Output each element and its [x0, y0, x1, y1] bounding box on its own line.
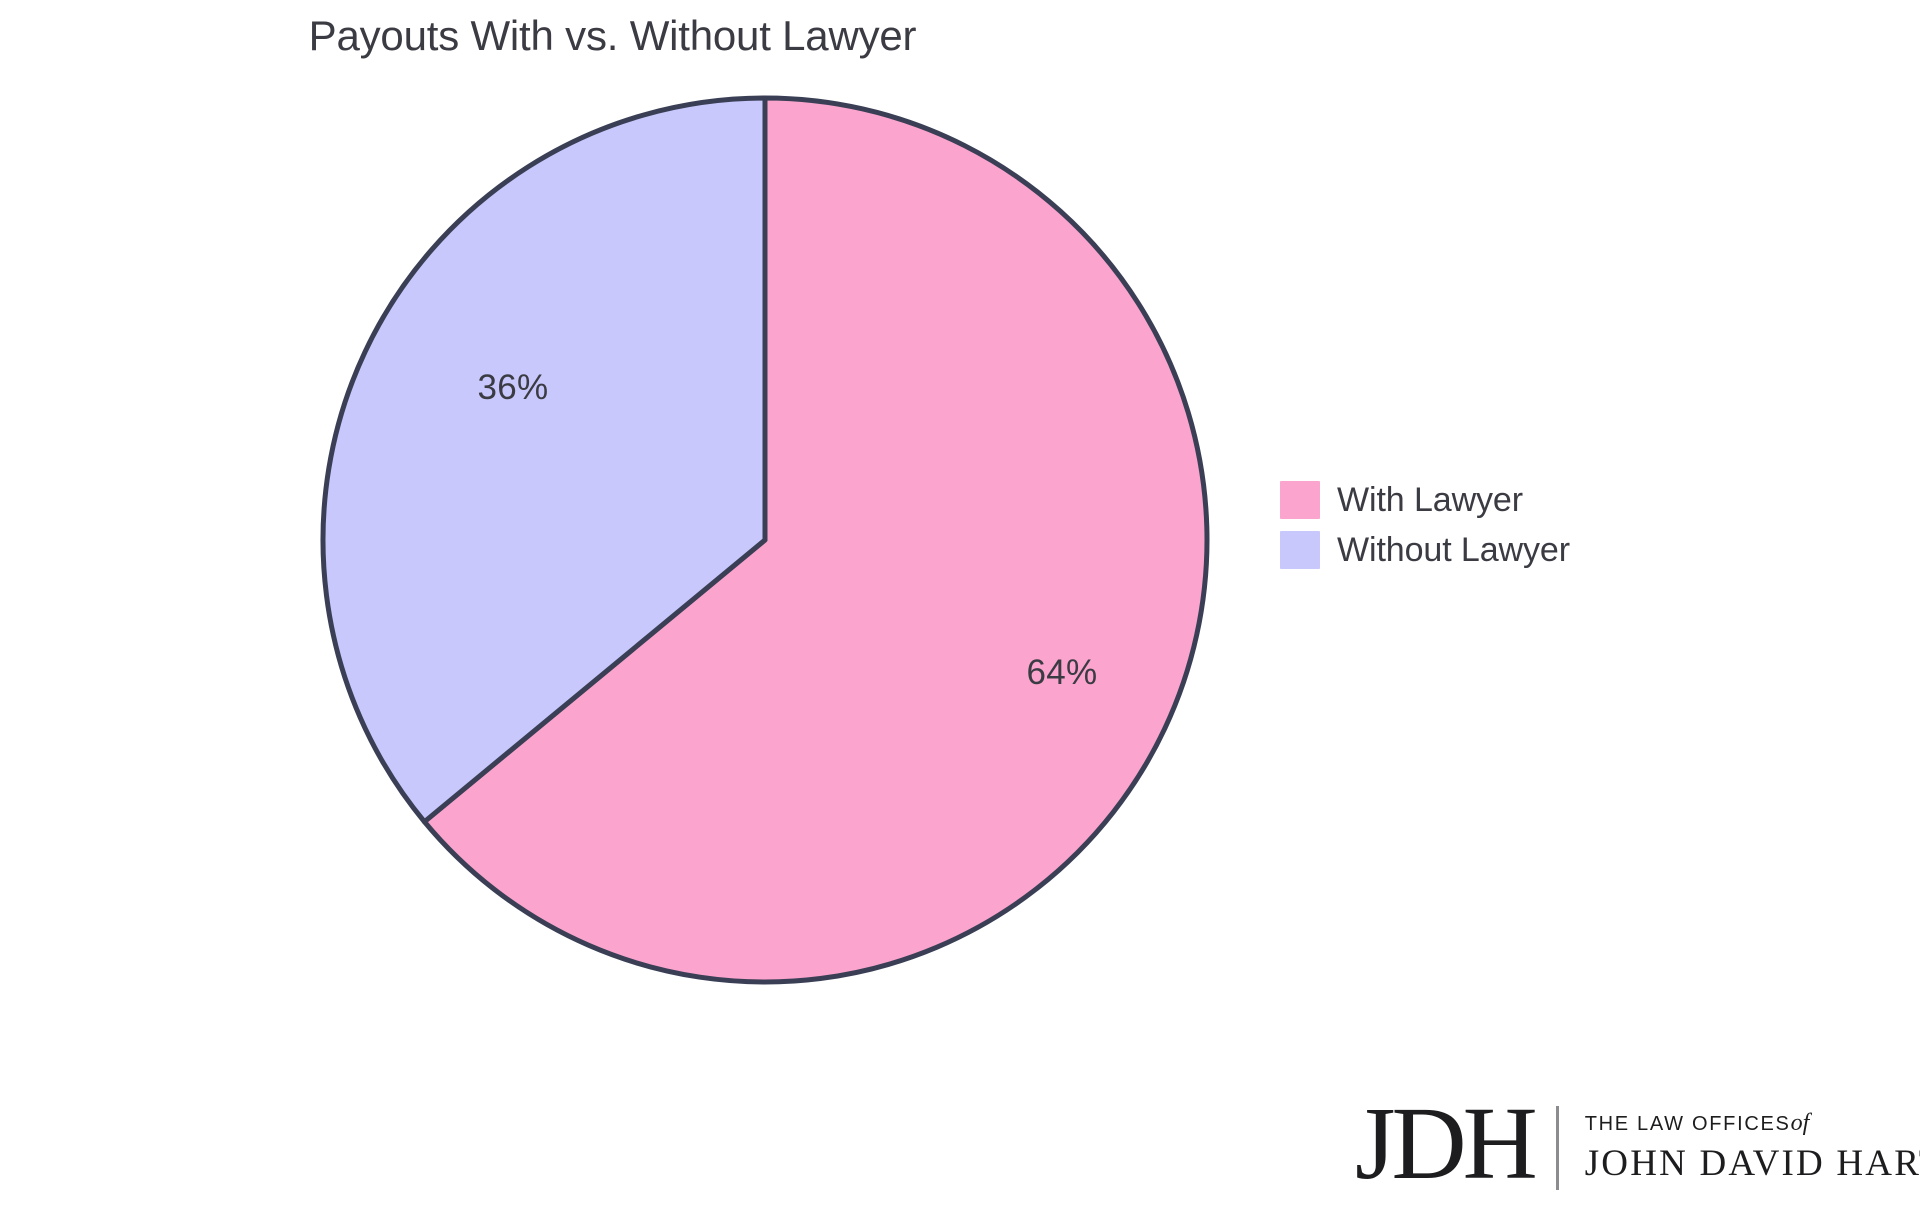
pie-label-without-lawyer: 36% [477, 368, 549, 407]
pie-chart: 36% 64% [320, 95, 1210, 985]
legend-swatch-without-lawyer [1280, 531, 1320, 569]
logo-monogram: JDH [1355, 1085, 1538, 1201]
chart-title: Payouts With vs. Without Lawyer [308, 12, 917, 59]
pie-label-with-lawyer: 64% [1026, 653, 1098, 692]
logo-tagline: THE LAW OFFICESof [1585, 1110, 1920, 1137]
legend-swatch-with-lawyer [1280, 481, 1320, 519]
legend-label-without-lawyer: Without Lawyer [1337, 530, 1570, 569]
legend-item-with-lawyer[interactable]: With Lawyer [1280, 481, 1570, 519]
legend: With Lawyer Without Lawyer [1280, 481, 1570, 569]
logo-tagline-of: of [1790, 1110, 1810, 1136]
legend-item-without-lawyer[interactable]: Without Lawyer [1280, 531, 1570, 569]
legend-label-with-lawyer: With Lawyer [1337, 480, 1523, 519]
brand-logo: JDH THE LAW OFFICESof JOHN DAVID HART [1355, 1085, 1920, 1201]
pie-slice-without-lawyer[interactable] [320, 95, 768, 825]
pie-slice-with-lawyer[interactable] [421, 95, 1210, 985]
logo-firm-name: JOHN DAVID HART [1584, 1143, 1920, 1184]
pie-svg [320, 95, 1210, 985]
logo-divider [1555, 1105, 1559, 1190]
logo-wordmark: THE LAW OFFICESof JOHN DAVID HART [1559, 1110, 1920, 1185]
logo-tagline-prefix: THE LAW OFFICES [1584, 1113, 1791, 1135]
